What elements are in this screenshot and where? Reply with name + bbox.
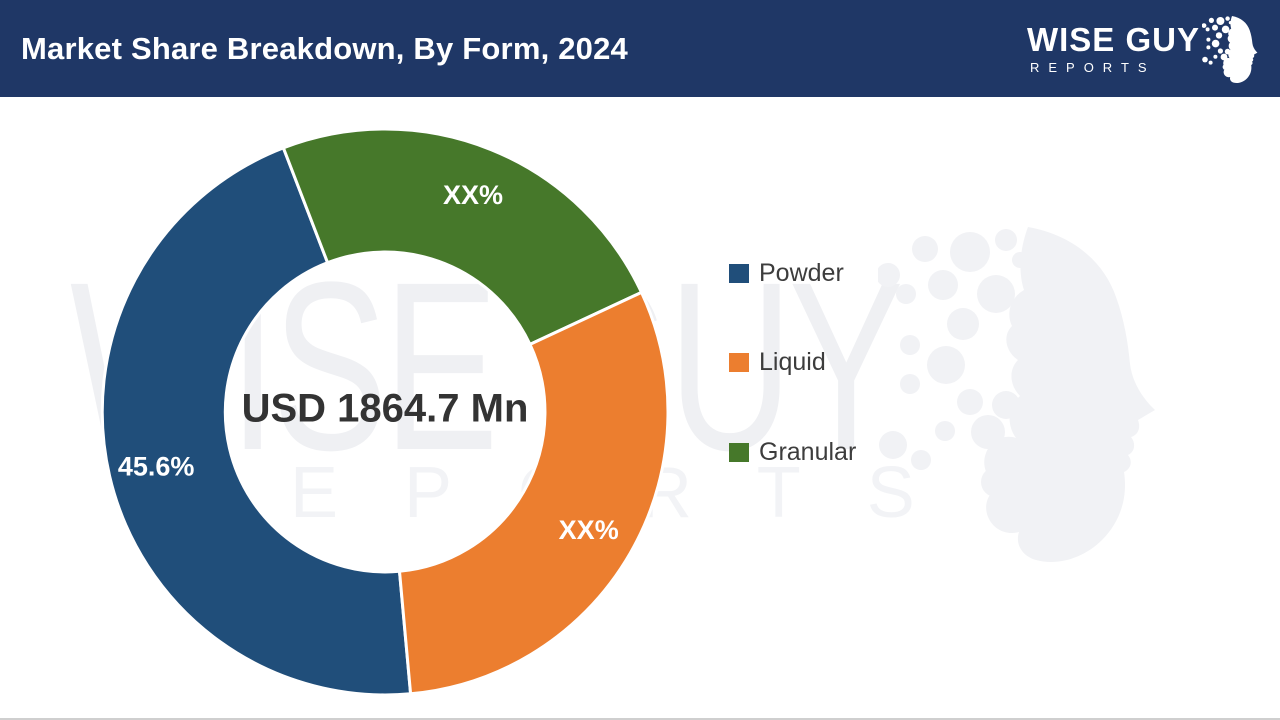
logo-reports-label: REPORTS bbox=[1029, 59, 1156, 75]
chart-center-value: USD 1864.7 Mn bbox=[241, 386, 529, 431]
legend-label-granular: Granular bbox=[759, 438, 857, 466]
legend-swatch-granular bbox=[729, 442, 749, 462]
legend-label-liquid: Liquid bbox=[759, 348, 826, 376]
legend-label-powder: Powder bbox=[759, 259, 844, 287]
segment-label-powder: 45.6% bbox=[118, 451, 195, 481]
donut-segment-liquid bbox=[397, 290, 670, 696]
logo-wiseguy-label: WISE GUY bbox=[1026, 20, 1200, 58]
legend-swatch-powder bbox=[729, 263, 749, 283]
legend-item-powder: Powder bbox=[729, 258, 844, 288]
wiseguy-logo: WISE GUY REPORTS bbox=[1027, 10, 1280, 88]
header-bar: Market Share Breakdown, By Form, 2024 WI… bbox=[0, 0, 1280, 97]
segment-label-liquid: XX% bbox=[559, 515, 619, 545]
donut-segment-granular bbox=[281, 127, 644, 347]
legend-item-granular: Granular bbox=[729, 437, 856, 467]
legend-swatch-liquid bbox=[729, 352, 749, 372]
bottom-divider bbox=[0, 718, 1280, 720]
legend-item-liquid: Liquid bbox=[729, 347, 826, 377]
segment-label-granular: XX% bbox=[443, 180, 503, 210]
donut-segment-powder bbox=[100, 145, 413, 697]
page-title: Market Share Breakdown, By Form, 2024 bbox=[21, 30, 628, 66]
wiseguy-head-icon bbox=[1202, 10, 1266, 88]
wiseguy-logo-text: WISE GUY REPORTS bbox=[1027, 23, 1200, 75]
